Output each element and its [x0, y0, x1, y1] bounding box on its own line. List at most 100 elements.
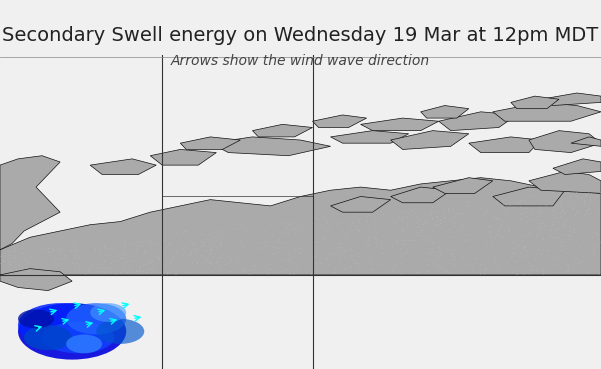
Point	[312, 246, 322, 252]
Point	[248, 265, 257, 271]
Point	[475, 261, 485, 267]
Point	[130, 272, 140, 277]
Point	[537, 220, 547, 226]
Point	[504, 228, 514, 234]
Point	[548, 212, 557, 218]
Point	[462, 237, 472, 242]
Point	[576, 247, 586, 253]
Point	[286, 219, 296, 225]
Point	[185, 269, 194, 275]
Point	[264, 220, 273, 225]
Point	[240, 268, 250, 274]
Point	[201, 247, 211, 253]
Point	[209, 242, 219, 248]
Point	[529, 266, 538, 272]
Point	[485, 229, 495, 235]
Point	[122, 269, 132, 275]
Point	[139, 261, 149, 267]
Point	[413, 230, 423, 235]
Point	[488, 213, 498, 219]
Point	[251, 269, 261, 275]
Point	[474, 211, 483, 217]
Point	[285, 270, 295, 276]
Point	[576, 194, 586, 200]
Point	[404, 237, 414, 243]
Point	[558, 207, 567, 213]
Point	[553, 254, 563, 260]
Ellipse shape	[18, 303, 102, 347]
Point	[357, 261, 367, 266]
Point	[210, 234, 219, 240]
Point	[511, 208, 521, 214]
Point	[563, 232, 572, 238]
Point	[297, 215, 307, 221]
Point	[415, 217, 424, 223]
Point	[311, 260, 321, 266]
Point	[457, 222, 467, 228]
Point	[554, 251, 564, 257]
Point	[454, 211, 464, 217]
Point	[570, 227, 579, 233]
Point	[532, 233, 542, 239]
Point	[142, 260, 152, 266]
Point	[555, 225, 565, 231]
Point	[239, 267, 248, 273]
Point	[206, 246, 215, 252]
Point	[40, 247, 49, 253]
Point	[423, 256, 432, 262]
Point	[392, 237, 402, 243]
Point	[465, 249, 474, 255]
Point	[565, 224, 575, 230]
Point	[594, 259, 601, 265]
Point	[239, 267, 248, 273]
Point	[361, 237, 370, 243]
Point	[422, 219, 432, 225]
Point	[501, 246, 511, 252]
Point	[0, 258, 9, 264]
Point	[290, 219, 299, 225]
Point	[205, 247, 215, 253]
Point	[256, 263, 266, 269]
Point	[528, 263, 537, 269]
Point	[94, 260, 104, 266]
Point	[580, 192, 590, 198]
Point	[444, 245, 454, 251]
Point	[245, 252, 255, 258]
Point	[284, 271, 294, 277]
Point	[503, 228, 513, 234]
Point	[557, 207, 567, 213]
Point	[392, 240, 401, 246]
Point	[312, 239, 322, 245]
Point	[563, 267, 572, 273]
Point	[100, 268, 110, 273]
Point	[511, 266, 520, 272]
Point	[296, 245, 306, 251]
Point	[282, 229, 292, 235]
Point	[117, 251, 127, 256]
Point	[419, 219, 429, 225]
Point	[555, 214, 565, 220]
Point	[323, 256, 332, 262]
Point	[492, 214, 501, 220]
Point	[90, 246, 99, 252]
Point	[422, 268, 432, 273]
Point	[468, 222, 478, 228]
Point	[287, 240, 296, 246]
Point	[364, 226, 373, 232]
Point	[145, 266, 155, 272]
Point	[129, 253, 139, 259]
Point	[156, 262, 165, 268]
Point	[496, 217, 506, 223]
Point	[548, 190, 557, 196]
Point	[396, 249, 406, 255]
Point	[71, 260, 81, 266]
Point	[533, 216, 543, 222]
Point	[388, 240, 397, 246]
Point	[0, 253, 7, 259]
Point	[551, 234, 560, 239]
Point	[538, 219, 548, 225]
Point	[439, 214, 448, 220]
Point	[217, 233, 227, 239]
Point	[433, 208, 442, 214]
Point	[519, 271, 528, 277]
